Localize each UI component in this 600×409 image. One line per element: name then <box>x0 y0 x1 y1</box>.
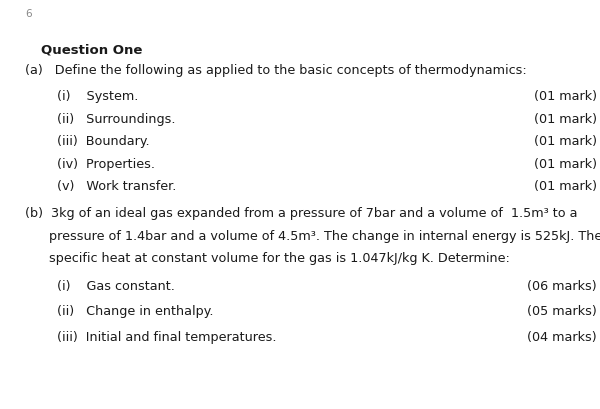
Text: (05 marks): (05 marks) <box>527 305 597 318</box>
Text: (iii)  Boundary.: (iii) Boundary. <box>57 135 149 148</box>
Text: (04 marks): (04 marks) <box>527 330 597 344</box>
Text: (b)  3kg of an ideal gas expanded from a pressure of 7bar and a volume of  1.5m³: (b) 3kg of an ideal gas expanded from a … <box>25 207 578 220</box>
Text: (i)    Gas constant.: (i) Gas constant. <box>57 279 175 292</box>
Text: Question One: Question One <box>41 43 142 56</box>
Text: (ii)   Surroundings.: (ii) Surroundings. <box>57 112 176 126</box>
Text: pressure of 1.4bar and a volume of 4.5m³. The change in internal energy is 525kJ: pressure of 1.4bar and a volume of 4.5m³… <box>25 229 600 242</box>
Text: (01 mark): (01 mark) <box>534 135 597 148</box>
Text: (iii)  Initial and final temperatures.: (iii) Initial and final temperatures. <box>57 330 277 344</box>
Text: (i)    System.: (i) System. <box>57 90 139 103</box>
Text: (ii)   Change in enthalpy.: (ii) Change in enthalpy. <box>57 305 214 318</box>
Text: (01 mark): (01 mark) <box>534 157 597 171</box>
Text: (01 mark): (01 mark) <box>534 180 597 193</box>
Text: (06 marks): (06 marks) <box>527 279 597 292</box>
Text: (iv)  Properties.: (iv) Properties. <box>57 157 155 171</box>
Text: specific heat at constant volume for the gas is 1.047kJ/kg K. Determine:: specific heat at constant volume for the… <box>25 252 510 265</box>
Text: 6: 6 <box>25 9 32 19</box>
Text: (a)   Define the following as applied to the basic concepts of thermodynamics:: (a) Define the following as applied to t… <box>25 63 527 76</box>
Text: (01 mark): (01 mark) <box>534 112 597 126</box>
Text: (v)   Work transfer.: (v) Work transfer. <box>57 180 176 193</box>
Text: (01 mark): (01 mark) <box>534 90 597 103</box>
